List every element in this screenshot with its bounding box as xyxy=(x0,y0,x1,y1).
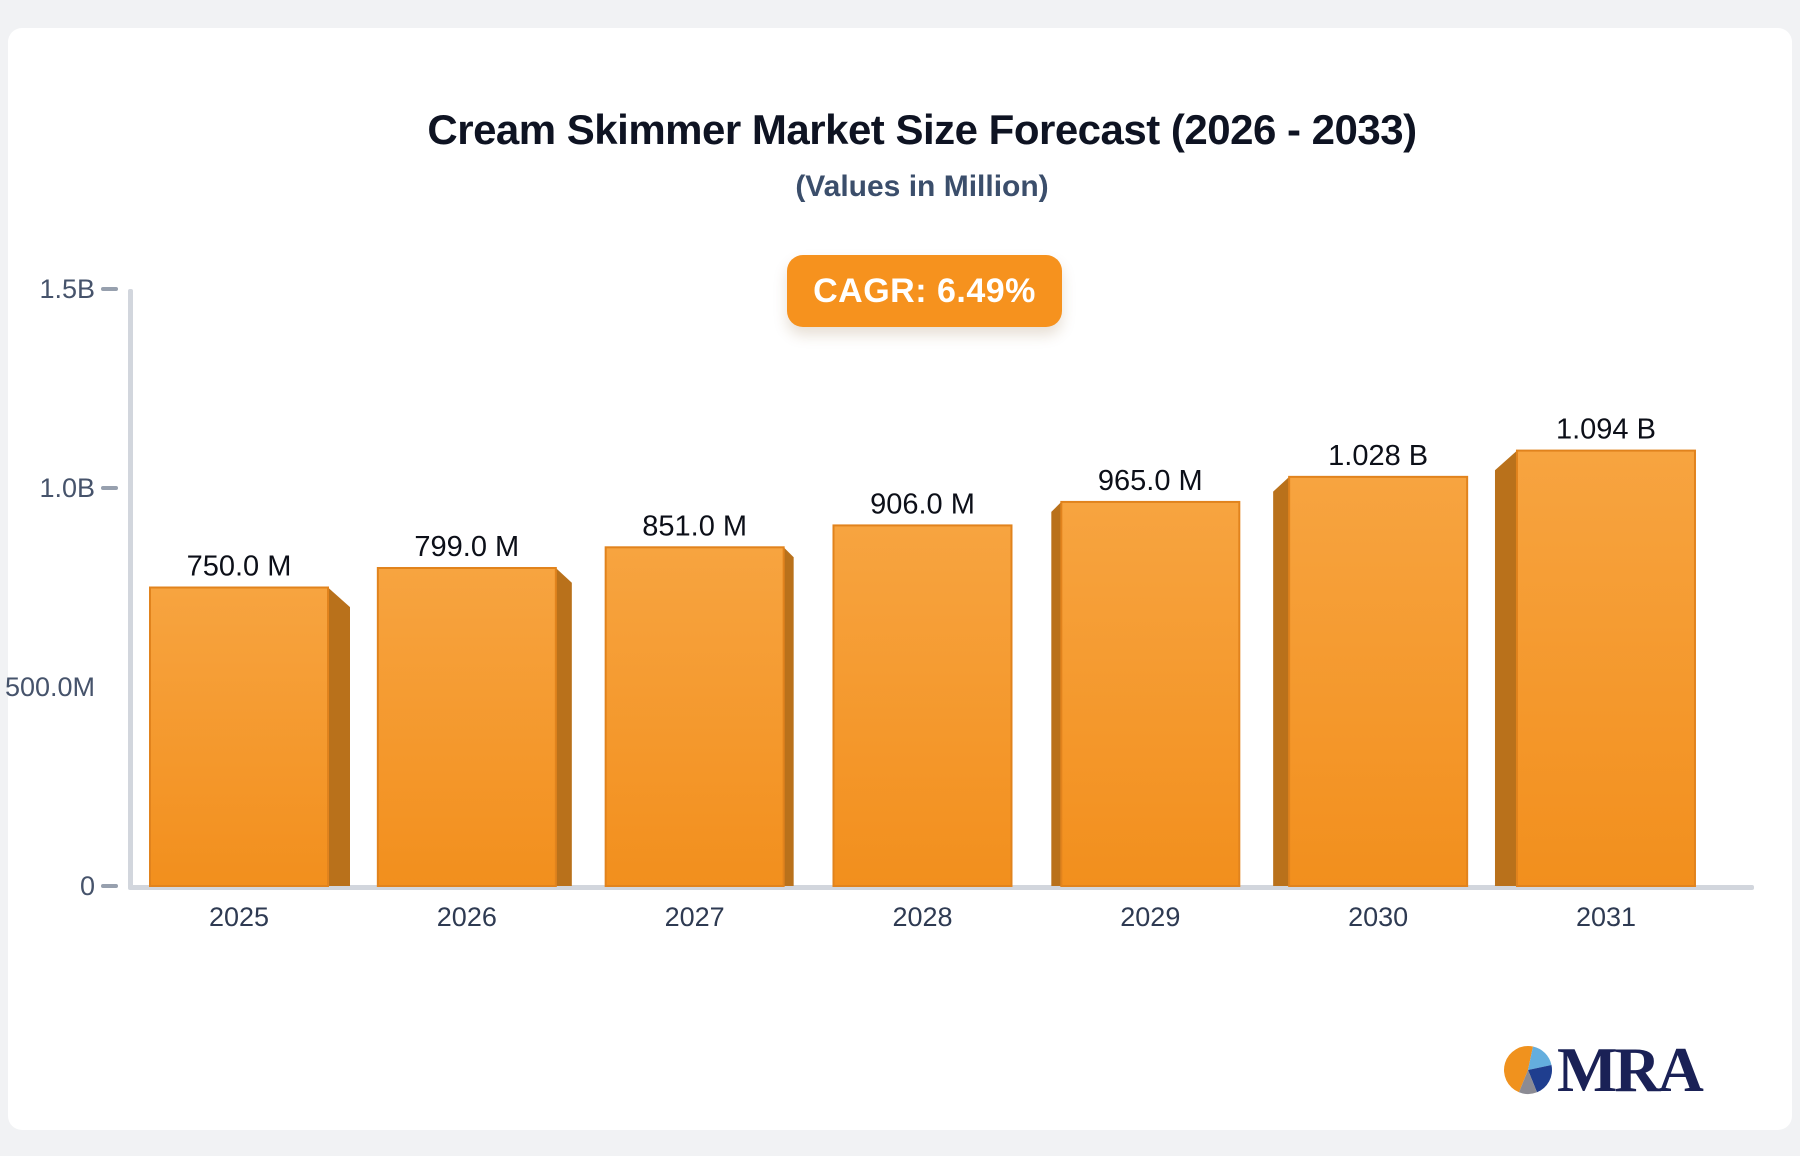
bar-value-label: 1.094 B xyxy=(1556,414,1656,446)
logo-text: MRA xyxy=(1557,1034,1704,1105)
bar-side-face xyxy=(1273,476,1290,886)
bar-value-label: 1.028 B xyxy=(1328,440,1428,472)
y-axis-tick-label: 1.5B xyxy=(39,274,95,304)
y-axis-tick-label: 1.0B xyxy=(39,473,95,503)
bar-side-face xyxy=(1494,450,1517,886)
x-axis-tick-label: 2025 xyxy=(209,902,269,932)
chart-subtitle: (Values in Million) xyxy=(795,170,1049,203)
x-axis-tick-label: 2027 xyxy=(665,902,725,932)
bar-group-2025: 750.0 M 2025 xyxy=(149,551,350,932)
y-axis-tick-label: 0 xyxy=(80,871,95,901)
gray-slice xyxy=(1519,1070,1537,1094)
bar-group-2027: 851.0 M 2027 xyxy=(604,510,794,932)
x-axis-tick-label: 2030 xyxy=(1348,902,1408,932)
bar-2025 xyxy=(149,586,329,887)
bar-value-label: 906.0 M xyxy=(870,488,975,520)
bar-side-face xyxy=(555,567,572,886)
y-axis-tick-label: 500.0M xyxy=(5,672,95,702)
bar-side-face xyxy=(783,547,794,886)
bar-value-label: 965.0 M xyxy=(1098,465,1203,497)
cagr-badge-label: CAGR: 6.49% xyxy=(813,271,1036,310)
bar-group-2026: 799.0 M 2026 xyxy=(376,531,572,932)
bar-group-2030: 1.028 B 2030 xyxy=(1273,440,1469,932)
bar-group-2028: 906.0 M 2028 xyxy=(832,488,1013,932)
y-tick-mark xyxy=(101,287,118,291)
cagr-badge: CAGR: 6.49% xyxy=(787,255,1062,327)
bar-group-2029: 965.0 M 2029 xyxy=(1051,465,1241,932)
bar-side-face xyxy=(1051,501,1062,886)
light-blue-slice xyxy=(1528,1046,1552,1070)
logo-pie-icon xyxy=(1504,1046,1552,1094)
bar-2027 xyxy=(604,546,785,887)
x-axis-tick-label: 2026 xyxy=(437,902,497,932)
x-axis-tick-label: 2029 xyxy=(1120,902,1180,932)
x-axis-tick-label: 2028 xyxy=(892,902,952,932)
x-axis-tick-label: 2031 xyxy=(1576,902,1636,932)
dark-blue-slice xyxy=(1528,1065,1552,1093)
y-tick-mark xyxy=(101,486,118,490)
bar-group-2031: 1.094 B 2031 xyxy=(1494,414,1696,932)
bar-2031 xyxy=(1515,449,1696,887)
bar-2030 xyxy=(1288,475,1469,887)
y-tick-mark xyxy=(101,884,118,888)
bar-2029 xyxy=(1060,500,1241,887)
bar-value-label: 799.0 M xyxy=(414,531,519,563)
y-axis-line xyxy=(128,289,133,888)
bar-2026 xyxy=(376,566,557,887)
bar-side-face xyxy=(328,587,350,886)
bar-value-label: 851.0 M xyxy=(642,510,747,542)
bar-2028 xyxy=(832,524,1013,887)
chart-title: Cream Skimmer Market Size Forecast (2026… xyxy=(427,106,1417,153)
brand-logo: MRA xyxy=(1503,1034,1704,1105)
bar-value-label: 750.0 M xyxy=(187,551,292,583)
orange-slice xyxy=(1504,1046,1533,1093)
